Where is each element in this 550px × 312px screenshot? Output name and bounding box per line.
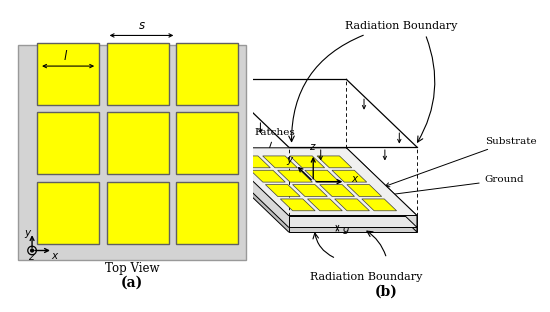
Text: $y$: $y$ (25, 228, 33, 240)
Text: Radiation Boundary: Radiation Boundary (310, 272, 422, 282)
Polygon shape (362, 199, 397, 211)
Bar (37, 42, 99, 105)
Polygon shape (305, 170, 339, 182)
Text: (b): (b) (375, 285, 398, 299)
Polygon shape (263, 156, 298, 168)
Bar (18, 45, 246, 260)
Polygon shape (280, 199, 315, 211)
Text: $g$: $g$ (342, 224, 350, 236)
Bar (37, 182, 99, 244)
Polygon shape (278, 170, 312, 182)
Text: $y$: $y$ (286, 155, 295, 167)
Text: $s$: $s$ (138, 19, 145, 32)
Bar (176, 182, 238, 244)
Polygon shape (347, 185, 382, 197)
Bar (107, 42, 169, 105)
Bar (176, 112, 238, 174)
Text: Patches: Patches (255, 128, 295, 181)
Text: $z$: $z$ (28, 252, 35, 262)
Text: $l$: $l$ (63, 49, 68, 63)
Polygon shape (346, 148, 417, 227)
Polygon shape (293, 185, 327, 197)
Text: $z$: $z$ (310, 142, 317, 152)
Polygon shape (320, 185, 355, 197)
Polygon shape (289, 216, 417, 227)
Polygon shape (334, 199, 370, 211)
Bar (107, 182, 169, 244)
Polygon shape (307, 199, 342, 211)
Text: (a): (a) (121, 275, 143, 289)
Bar (176, 42, 238, 105)
Polygon shape (290, 156, 324, 168)
Text: Radiation Boundary: Radiation Boundary (345, 21, 458, 31)
Text: $x$: $x$ (351, 174, 359, 184)
Text: Substrate: Substrate (386, 137, 536, 187)
Polygon shape (218, 148, 417, 216)
Polygon shape (289, 227, 417, 232)
Polygon shape (218, 164, 417, 232)
Polygon shape (346, 159, 417, 232)
Polygon shape (266, 185, 300, 197)
Polygon shape (250, 170, 285, 182)
Text: $x$: $x$ (51, 251, 59, 261)
Bar (107, 112, 169, 174)
Polygon shape (317, 156, 352, 168)
Text: Top View: Top View (104, 262, 160, 275)
Bar (37, 112, 99, 174)
Polygon shape (235, 156, 270, 168)
Polygon shape (332, 170, 367, 182)
Text: Ground: Ground (386, 175, 524, 197)
Polygon shape (218, 159, 417, 227)
Circle shape (31, 249, 34, 252)
